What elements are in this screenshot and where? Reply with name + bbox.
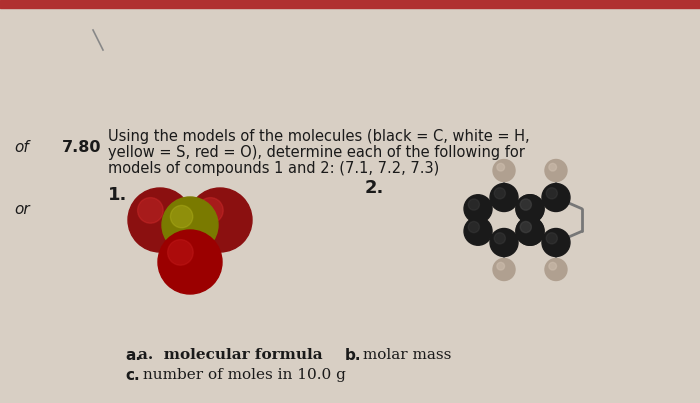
Circle shape [468,199,480,210]
Circle shape [545,258,567,280]
Circle shape [162,197,218,253]
Circle shape [197,197,223,223]
Circle shape [490,183,518,212]
Circle shape [493,160,515,181]
Circle shape [520,199,531,210]
Circle shape [546,233,557,244]
Circle shape [516,217,544,245]
Circle shape [516,195,544,223]
Text: 2.: 2. [365,179,384,197]
Circle shape [138,197,163,223]
Text: number of moles in 10.0 g: number of moles in 10.0 g [138,368,346,382]
Circle shape [493,258,515,280]
Text: models of compounds 1 and 2: (7.1, 7.2, 7.3): models of compounds 1 and 2: (7.1, 7.2, … [108,160,440,175]
Circle shape [468,222,480,233]
Circle shape [542,229,570,256]
Circle shape [516,195,544,223]
Circle shape [490,229,518,256]
Text: Using the models of the molecules (black = C, white = H,: Using the models of the molecules (black… [108,129,530,143]
Text: of: of [14,141,29,156]
Bar [0,0,700,8]
Text: yellow = S, red = O), determine each of the following for: yellow = S, red = O), determine each of … [108,145,525,160]
Text: b.: b. [345,347,361,363]
Circle shape [188,188,252,252]
Circle shape [542,183,570,212]
Circle shape [545,160,567,181]
Text: or: or [14,202,29,218]
Circle shape [497,163,505,171]
Circle shape [167,240,193,265]
Circle shape [498,191,506,199]
Circle shape [494,188,505,199]
Text: a.  molecular formula: a. molecular formula [138,348,323,362]
Circle shape [547,235,555,243]
Circle shape [516,217,544,245]
Circle shape [520,199,531,210]
Circle shape [464,217,492,245]
Circle shape [497,262,505,270]
Circle shape [544,187,566,209]
Text: a.: a. [125,347,141,363]
Circle shape [494,187,516,209]
Circle shape [494,233,505,244]
Circle shape [128,188,192,252]
Circle shape [549,262,557,270]
Circle shape [498,235,506,243]
Circle shape [520,222,531,233]
Text: c.: c. [125,368,139,382]
Text: 1.: 1. [108,186,127,204]
Text: molar mass: molar mass [358,348,452,362]
Circle shape [520,222,531,233]
Circle shape [464,195,492,223]
Circle shape [546,188,557,199]
Circle shape [158,230,222,294]
Text: 7.80: 7.80 [62,141,102,156]
Circle shape [170,206,192,228]
Circle shape [544,231,566,253]
Circle shape [494,231,516,253]
Circle shape [547,191,555,199]
Circle shape [549,163,557,171]
